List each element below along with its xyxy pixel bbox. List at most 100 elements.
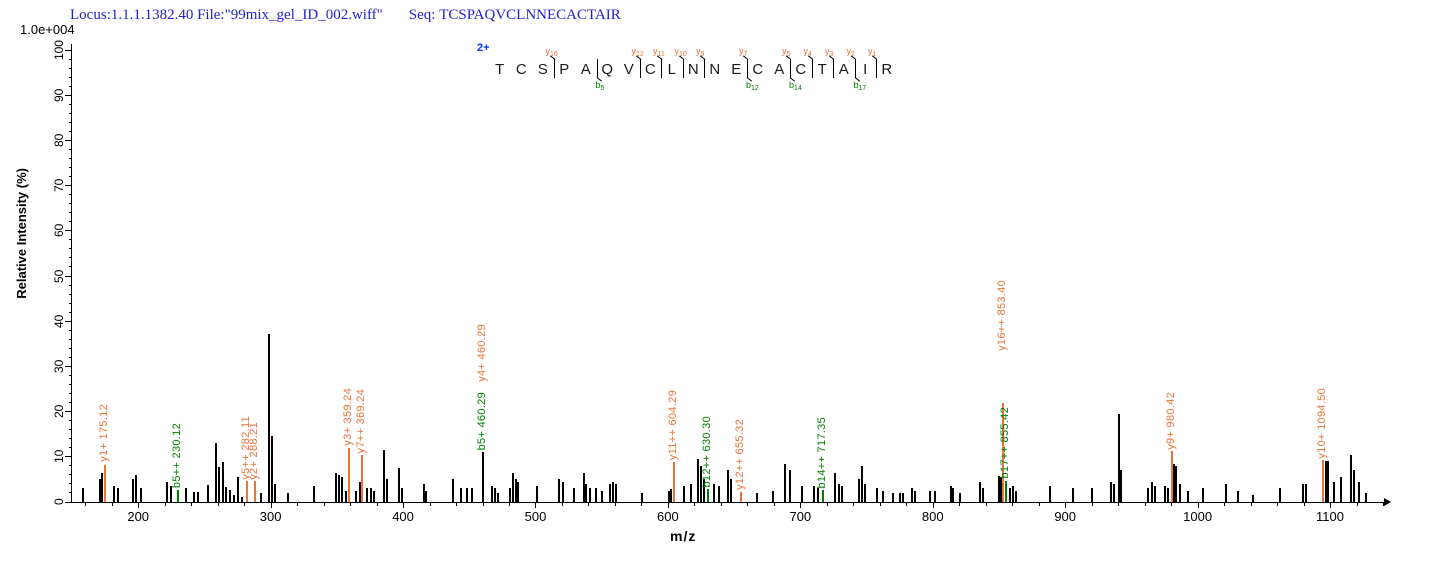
spectrum-peak: [1153, 486, 1156, 502]
y-minor-tick: [68, 203, 72, 205]
spectrum-peak: [929, 490, 932, 502]
y-axis-title: Relative Intensity (%): [14, 168, 29, 299]
annotated-peak: [1170, 451, 1173, 502]
spectrum-peak: [813, 486, 816, 502]
x-tick-label: 300: [259, 509, 282, 524]
x-minor-tick: [429, 502, 431, 506]
spectrum-peak: [979, 481, 982, 502]
y-tick-label: 100: [52, 40, 66, 60]
y-minor-tick: [68, 266, 72, 268]
seq-label: Seq:: [408, 7, 436, 23]
spectrum-peak: [313, 486, 316, 502]
spectrum-peak: [561, 481, 564, 502]
y-minor-tick: [68, 383, 72, 385]
y-tick-label-text: 50: [52, 269, 66, 283]
peak-ion-label: y12++ 655.32: [734, 419, 747, 491]
x-minor-tick: [111, 502, 113, 506]
spectrum-peak: [369, 488, 372, 502]
spectrum-peak: [1251, 495, 1254, 502]
y-major-tick: [65, 230, 72, 232]
residue-cell: E: [726, 58, 748, 80]
spectrum-peak: [517, 481, 520, 502]
residue-letter: A: [838, 60, 849, 78]
spectrum-peak: [833, 472, 836, 502]
spectrum-peak: [169, 486, 172, 502]
residue-letter: N: [709, 60, 721, 78]
y-tick-label: 30: [52, 360, 66, 373]
peak-ion-label: y11++ 604.29: [666, 390, 679, 461]
spectrum-peak: [1352, 470, 1355, 502]
fragment-bracket: [807, 55, 813, 78]
spectrum-peak: [166, 481, 169, 502]
fragment-bracket: [635, 55, 641, 78]
spectrum-peak: [508, 488, 511, 502]
y-minor-tick: [68, 420, 72, 422]
spectrum-peak: [268, 333, 271, 502]
y-tick-label-text: 0: [52, 498, 66, 506]
b-ion-label: b17: [854, 80, 867, 92]
spectrum-peak: [337, 474, 340, 502]
x-tick-label: 1000: [1183, 509, 1213, 524]
x-minor-tick: [456, 502, 458, 506]
residue-letter: P: [559, 60, 570, 78]
x-minor-tick: [1012, 502, 1014, 506]
y-major-tick: [65, 49, 72, 51]
b-ion-number: 14: [794, 85, 802, 92]
x-major-tick: [270, 502, 272, 508]
x-minor-tick: [376, 502, 378, 506]
x-minor-tick: [1224, 502, 1226, 506]
fragment-bracket: [742, 55, 753, 82]
y-major-tick: [65, 275, 72, 277]
y-tick-label-text: 40: [52, 314, 66, 328]
x-minor-tick: [853, 502, 855, 506]
peak-ion-label: b5+ 460.29: [475, 391, 488, 451]
peak-ion-label: b14++ 717.35: [816, 416, 829, 489]
peak-ion-label: b5++ 230.12: [171, 423, 184, 489]
x-minor-tick: [350, 502, 352, 506]
spectrum-peak: [726, 470, 729, 502]
residue-letter: A: [774, 60, 785, 78]
spectrum-peak: [422, 483, 425, 502]
b-ion-label: b5: [596, 80, 605, 92]
residue-letter: L: [667, 60, 676, 78]
spectrum-peak: [892, 492, 895, 502]
spectrum-peak: [667, 490, 670, 502]
residue-letter: I: [863, 60, 868, 78]
spectrum-peak: [682, 486, 685, 502]
x-minor-tick: [1118, 502, 1120, 506]
spectrum-peak: [206, 485, 209, 502]
spectrum-peak: [717, 486, 720, 502]
y-tick-label-text: 70: [52, 178, 66, 193]
x-minor-tick: [906, 502, 908, 506]
y-minor-tick: [68, 194, 72, 196]
spectrum-peak: [690, 483, 693, 502]
y-minor-tick: [68, 429, 72, 431]
annotated-peak: [740, 492, 743, 502]
annotated-peak: [481, 452, 484, 502]
spectrum-peak: [910, 488, 913, 502]
b-ion-label: b14: [789, 80, 802, 92]
spectrum-peak: [1333, 481, 1335, 502]
fragment-bracket: [596, 59, 602, 82]
x-major-tick: [138, 502, 140, 508]
spectrum-peak: [131, 479, 134, 502]
intensity-scale-label: 1.0e+004: [20, 22, 75, 37]
y-minor-tick: [68, 212, 72, 214]
residue-letter: N: [687, 60, 699, 78]
spectrum-peak: [864, 483, 867, 502]
spectrum-peak: [641, 492, 644, 502]
y-ion-label: y12: [632, 46, 644, 58]
y-ion-label: y7: [739, 46, 747, 58]
y-axis-line: [71, 44, 72, 502]
spectrum-peak: [193, 492, 196, 502]
x-minor-tick: [641, 502, 643, 506]
spectrum-peak: [1365, 492, 1368, 502]
spectrum-peak: [756, 492, 759, 502]
spectrum-peak: [952, 488, 955, 502]
y-ion-number: 4: [808, 51, 812, 58]
x-minor-tick: [879, 502, 881, 506]
